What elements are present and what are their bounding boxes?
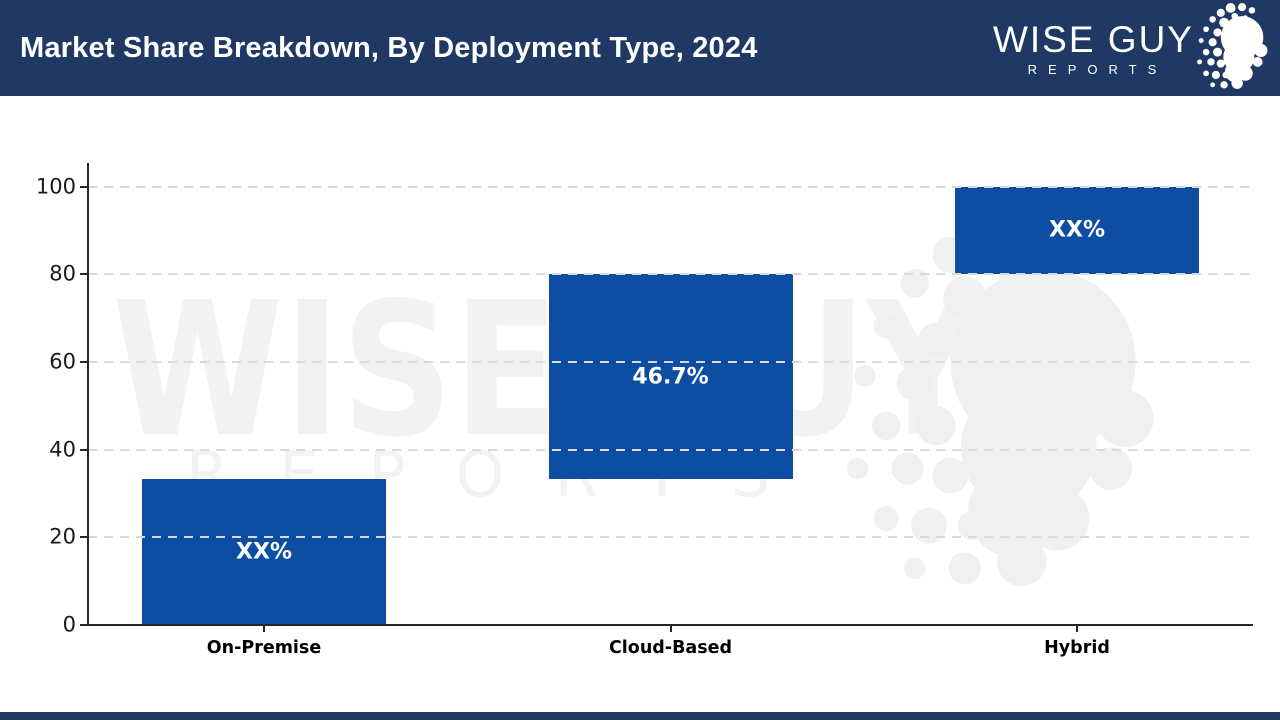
x-axis-label-cloud-based: Cloud-Based xyxy=(608,638,733,658)
gridline-20 xyxy=(88,536,1253,539)
bar-value-label-hybrid: XX% xyxy=(1049,217,1105,243)
y-tick-label-100: 100 xyxy=(35,174,76,199)
wise-guy-reports-logo: WISE GUY REPORTS xyxy=(993,3,1270,93)
header-bar: Market Share Breakdown, By Deployment Ty… xyxy=(0,0,1280,96)
x-axis-spine xyxy=(87,624,1253,626)
bar-hybrid xyxy=(955,186,1199,275)
x-axis-label-hybrid: Hybrid xyxy=(1044,638,1110,658)
y-tick-mark-100 xyxy=(80,185,87,188)
watermark-wordmark: WISE GUY xyxy=(112,262,980,478)
y-tick-mark-0 xyxy=(80,624,87,626)
y-tick-label-20: 20 xyxy=(49,524,76,549)
y-axis-spine xyxy=(87,163,89,626)
y-tick-mark-80 xyxy=(80,273,87,276)
y-tick-mark-40 xyxy=(80,448,87,451)
bar-on-premise xyxy=(142,478,386,625)
gridline-40 xyxy=(88,448,1253,451)
y-tick-mark-60 xyxy=(80,360,87,363)
logo-wordmark-line2: REPORTS xyxy=(1027,61,1168,77)
gridline-100 xyxy=(88,185,1253,188)
bar-value-label-cloud-based: 46.7% xyxy=(632,364,709,390)
x-tick-mark-hybrid xyxy=(1076,626,1078,632)
gridline-80 xyxy=(88,273,1253,276)
logo-wordmark: WISE GUY REPORTS xyxy=(993,21,1194,76)
x-axis-label-on-premise: On-Premise xyxy=(206,638,322,658)
y-tick-label-60: 60 xyxy=(49,349,76,374)
chart-title: Market Share Breakdown, By Deployment Ty… xyxy=(20,31,758,64)
gridline-60 xyxy=(88,360,1253,363)
y-tick-label-40: 40 xyxy=(49,437,76,462)
y-tick-label-80: 80 xyxy=(49,261,76,286)
y-tick-label-0: 0 xyxy=(62,612,76,637)
x-tick-mark-on-premise xyxy=(263,626,265,632)
dotted-head-icon xyxy=(1197,3,1268,89)
logo-wordmark-line1: WISE GUY xyxy=(992,18,1194,60)
x-tick-mark-cloud-based xyxy=(669,626,672,632)
bar-cloud-based xyxy=(548,274,793,479)
y-tick-mark-20 xyxy=(80,536,87,539)
bar-value-label-on-premise: XX% xyxy=(236,539,292,565)
footer-bar xyxy=(0,712,1280,720)
